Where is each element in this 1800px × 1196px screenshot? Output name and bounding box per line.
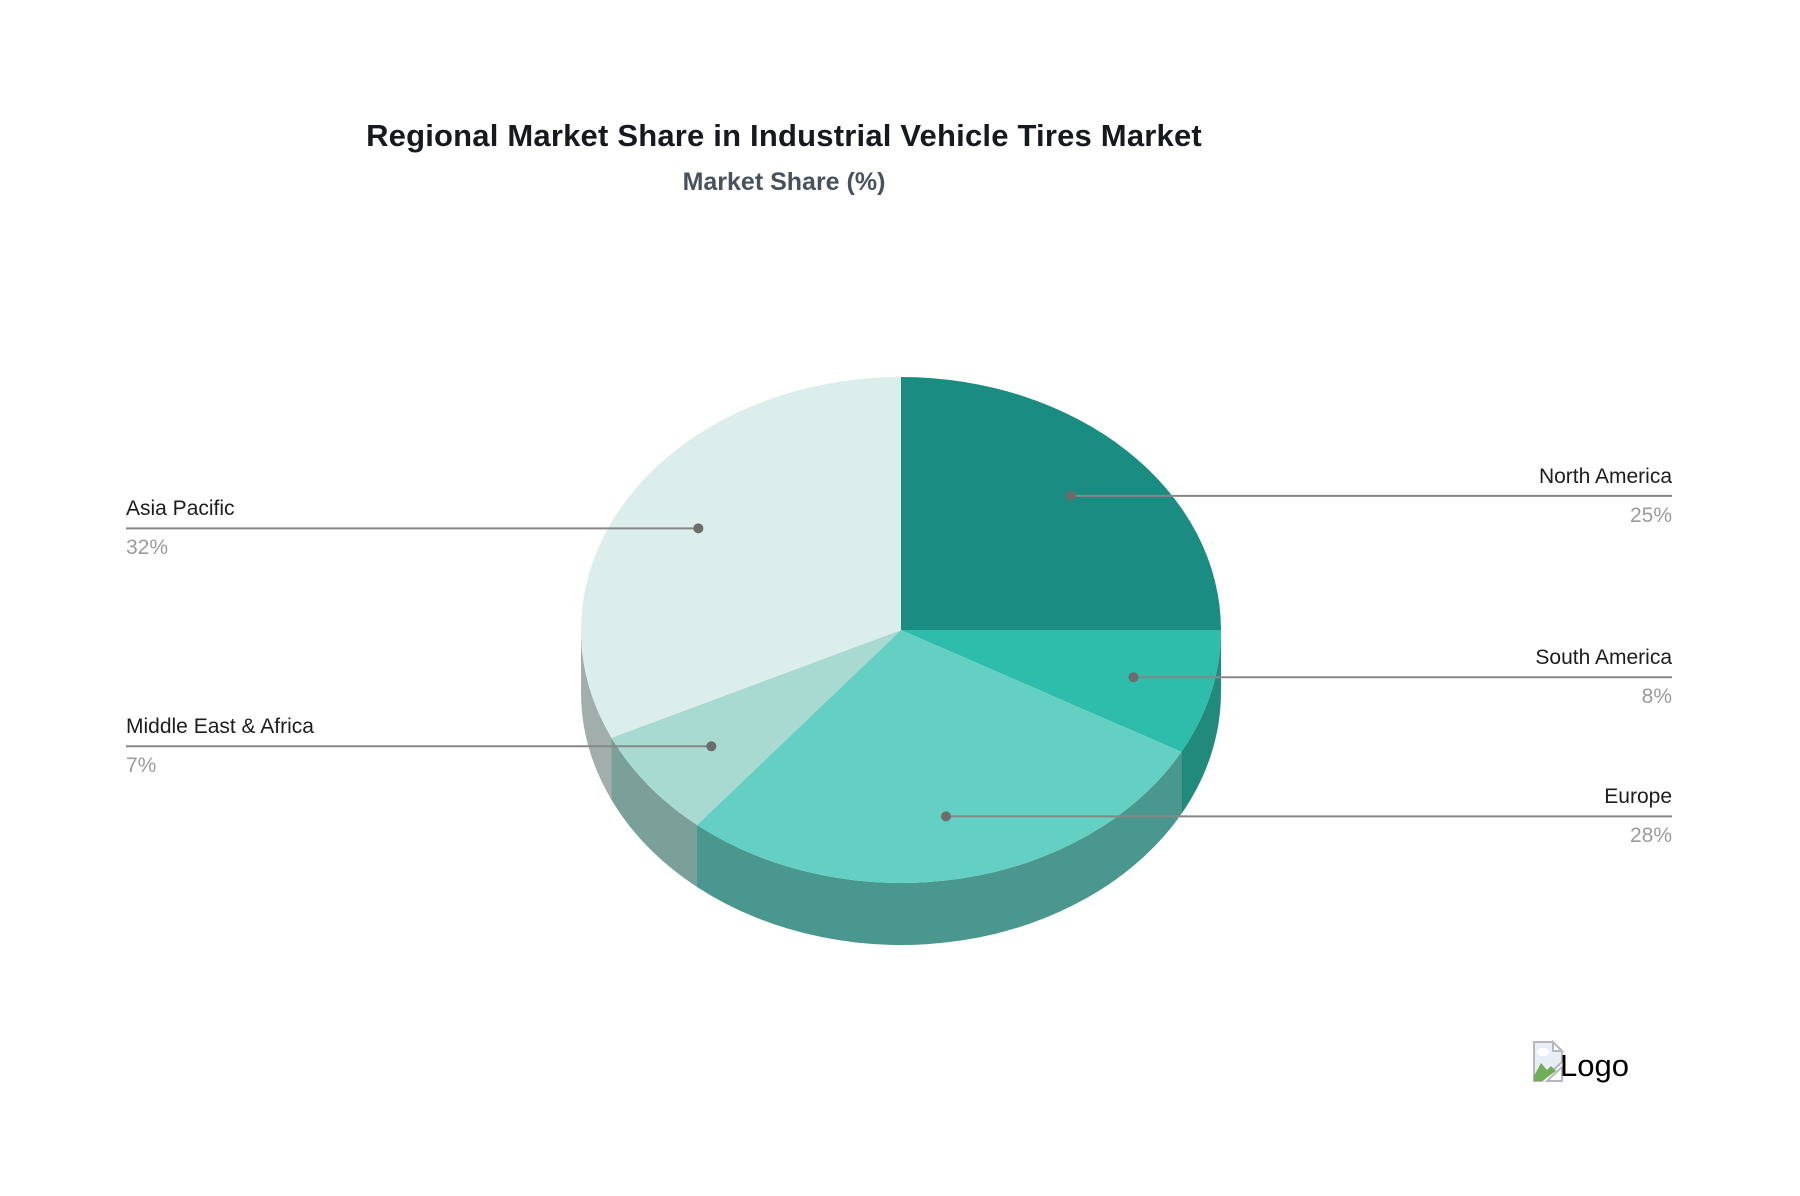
slice-callout-asia-pacific: Asia Pacific 32% [126,495,235,560]
slice-percent: 8% [1641,685,1672,709]
slice-callout-north-america: North America 25% [1539,463,1672,528]
slice-percent: 25% [1629,503,1672,527]
slice-callout-europe: Europe 28% [1604,783,1672,848]
slice-label: North America [1538,464,1672,488]
slice-percent: 28% [1629,824,1672,848]
slice-label: South America [1535,646,1672,670]
broken-image-icon [1533,1040,1565,1082]
slice-label: Europe [1604,785,1672,809]
logo-alt-text: Logo [1560,1048,1629,1083]
slice-label: Middle East & Africa [126,715,314,739]
slice-callout-south-america: South America 8% [1535,644,1672,709]
slice-percent: 32% [126,536,169,560]
chart-subtitle: Market Share (%) [682,168,886,196]
chart-title: Regional Market Share in Industrial Vehi… [366,118,1202,153]
slice-callout-middle-east-africa: Middle East & Africa 7% [126,713,314,778]
logo: Logo [1529,1040,1629,1084]
slice-label: Asia Pacific [126,497,235,521]
slice-percent: 7% [126,754,157,778]
